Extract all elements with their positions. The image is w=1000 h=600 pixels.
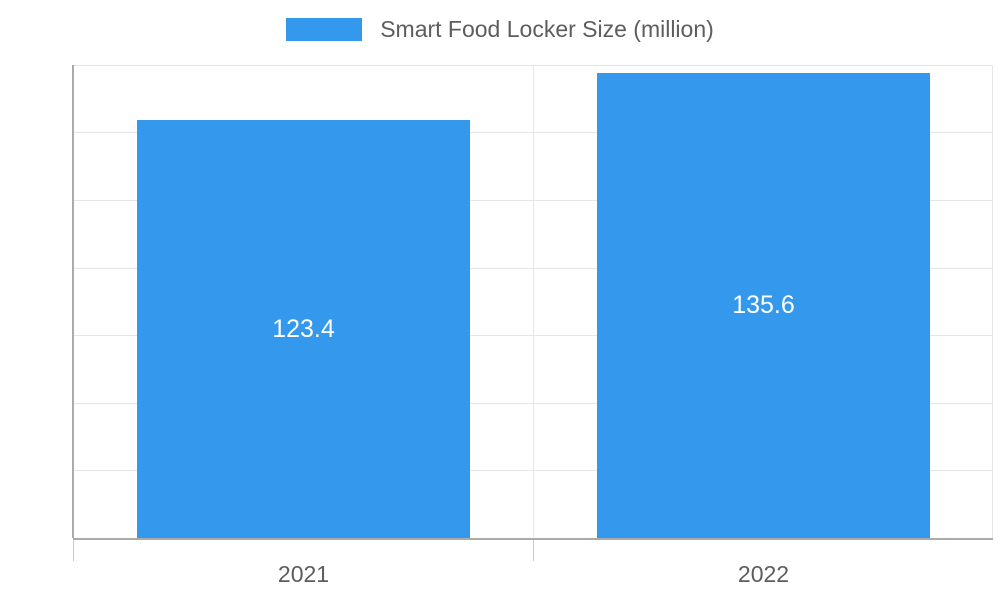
x-axis-label-2022: 2022 xyxy=(737,561,790,587)
x-axis-label-2021: 2021 xyxy=(277,561,330,587)
legend-item-smart-food-locker-size[interactable]: Smart Food Locker Size (million) xyxy=(286,15,714,42)
bar-2022[interactable]: 135.6 xyxy=(597,73,930,538)
bar-value-label-2022: 135.6 xyxy=(732,291,795,319)
gridline-plot-right-edge xyxy=(992,65,993,538)
legend-swatch-icon xyxy=(286,17,363,41)
y-axis-line xyxy=(72,65,74,538)
legend-item-label: Smart Food Locker Size (million) xyxy=(380,15,714,42)
bar-value-label-2021: 123.4 xyxy=(272,315,335,343)
x-axis-tick-start xyxy=(73,540,74,561)
chart-legend: Smart Food Locker Size (million) xyxy=(0,12,1000,46)
gridline-category-divider xyxy=(533,65,534,538)
x-axis-line xyxy=(73,538,993,540)
plot-area: 123.4 135.6 xyxy=(73,65,993,538)
x-axis-tick-divider xyxy=(533,540,534,561)
bar-2021[interactable]: 123.4 xyxy=(137,120,470,538)
